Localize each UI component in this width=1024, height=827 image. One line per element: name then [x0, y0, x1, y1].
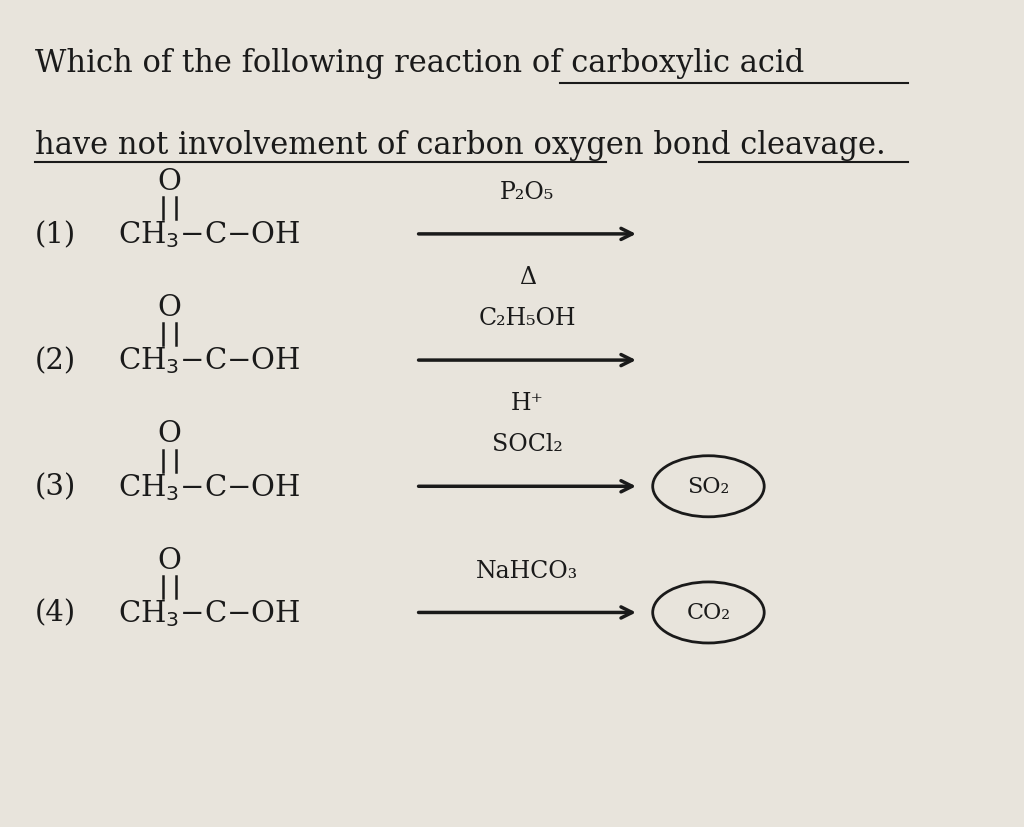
Text: CH$_3$−C−OH: CH$_3$−C−OH	[119, 345, 301, 376]
Text: CO₂: CO₂	[686, 602, 730, 624]
Text: CH$_3$−C−OH: CH$_3$−C−OH	[119, 597, 301, 628]
Text: SO₂: SO₂	[687, 476, 729, 498]
Text: O: O	[158, 420, 181, 447]
Text: O: O	[158, 294, 181, 322]
Text: (1): (1)	[35, 221, 76, 249]
Text: (2): (2)	[35, 347, 76, 375]
Text: Which of the following reaction of carboxylic acid: Which of the following reaction of carbo…	[35, 48, 804, 79]
Text: O: O	[158, 168, 181, 196]
Text: P₂O₅: P₂O₅	[500, 181, 554, 203]
Text: Δ: Δ	[519, 265, 536, 289]
Text: (4): (4)	[35, 599, 76, 627]
Text: O: O	[158, 546, 181, 574]
Text: have not involvement of carbon oxygen bond cleavage.: have not involvement of carbon oxygen bo…	[35, 130, 886, 160]
Text: (3): (3)	[35, 473, 76, 500]
Text: NaHCO₃: NaHCO₃	[476, 559, 579, 582]
Text: SOCl₂: SOCl₂	[492, 433, 563, 456]
Text: CH$_3$−C−OH: CH$_3$−C−OH	[119, 219, 301, 250]
Text: H⁺: H⁺	[511, 391, 544, 414]
Text: CH$_3$−C−OH: CH$_3$−C−OH	[119, 471, 301, 502]
Text: C₂H₅OH: C₂H₅OH	[478, 307, 577, 330]
